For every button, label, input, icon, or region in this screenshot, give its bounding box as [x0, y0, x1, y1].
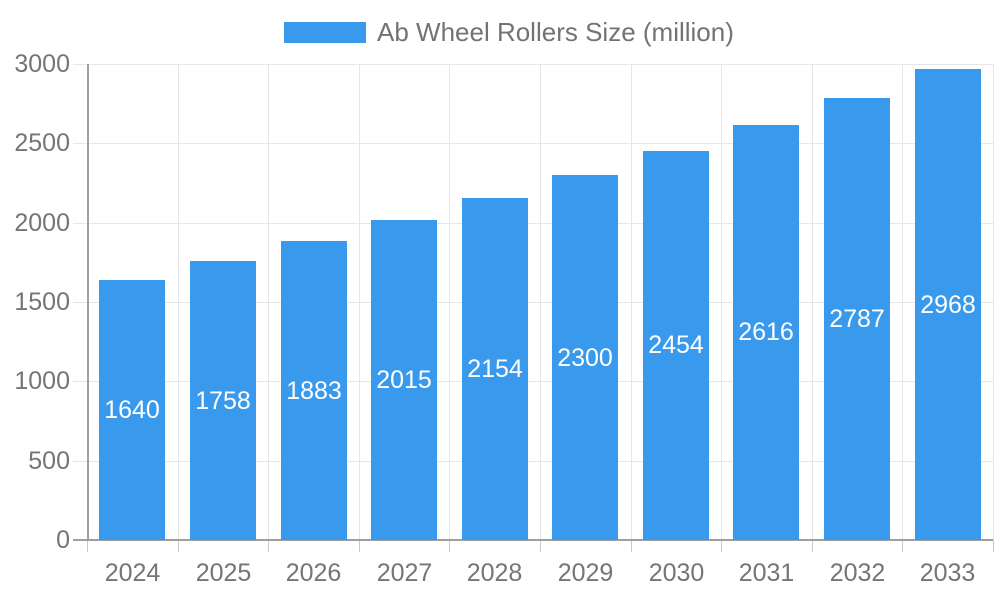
x-axis-tick-label: 2031 [738, 559, 795, 587]
gridline-horizontal [73, 143, 993, 144]
x-axis-tick-label: 2030 [648, 559, 705, 587]
y-axis-line [87, 64, 89, 540]
x-axis-tick [359, 540, 360, 552]
legend-label: Ab Wheel Rollers Size (million) [377, 17, 734, 47]
x-axis-tick [812, 540, 813, 552]
x-axis-tick-label: 2026 [285, 559, 342, 587]
x-axis-tick-label: 2028 [466, 559, 523, 587]
x-axis-line [73, 539, 993, 541]
x-axis-tick [902, 540, 903, 552]
bar-value-label: 1883 [286, 377, 342, 405]
x-axis-tick [540, 540, 541, 552]
gridline-horizontal [73, 302, 993, 303]
x-axis-tick [449, 540, 450, 552]
bar-value-label: 1640 [104, 396, 160, 424]
bar-value-label: 2454 [648, 331, 704, 359]
gridline-horizontal [73, 381, 993, 382]
x-axis-tick-label: 2029 [557, 559, 614, 587]
gridline-horizontal [73, 223, 993, 224]
x-axis-tick-label: 2025 [195, 559, 252, 587]
y-axis-tick-label: 2500 [14, 129, 70, 157]
x-axis-tick-label: 2032 [829, 559, 886, 587]
gridline-vertical [449, 64, 450, 540]
x-axis-tick [178, 540, 179, 552]
legend-item[interactable]: Ab Wheel Rollers Size (million) [284, 12, 734, 52]
bar-2026[interactable] [281, 241, 347, 540]
y-axis-tick-label: 1000 [14, 367, 70, 395]
legend-swatch [284, 21, 366, 43]
bar-2033[interactable] [915, 69, 981, 540]
x-axis-tick-label: 2033 [919, 559, 976, 587]
bar-value-label: 2154 [467, 355, 523, 383]
gridline-vertical [812, 64, 813, 540]
y-axis-tick-label: 3000 [14, 50, 70, 78]
y-axis-tick-label: 0 [56, 526, 70, 554]
bar-2025[interactable] [190, 261, 256, 540]
bar-2027[interactable] [371, 220, 437, 540]
y-axis-tick-label: 2000 [14, 209, 70, 237]
bar-2030[interactable] [643, 151, 709, 540]
bar-2032[interactable] [824, 98, 890, 540]
gridline-vertical [993, 64, 994, 540]
x-axis-tick-label: 2027 [376, 559, 433, 587]
x-axis-tick [268, 540, 269, 552]
x-axis-tick-label: 2024 [104, 559, 161, 587]
gridline-vertical [359, 64, 360, 540]
gridline-horizontal [73, 64, 993, 65]
y-axis-tick-label: 500 [28, 447, 70, 475]
bar-value-label: 1758 [195, 387, 251, 415]
bar-value-label: 2787 [829, 305, 885, 333]
x-axis-tick [993, 540, 994, 552]
gridline-vertical [268, 64, 269, 540]
gridline-vertical [540, 64, 541, 540]
bar-value-label: 2616 [738, 318, 794, 346]
bar-2031[interactable] [733, 125, 799, 540]
gridline-vertical [631, 64, 632, 540]
bar-value-label: 2968 [920, 291, 976, 319]
x-axis-tick [631, 540, 632, 552]
bar-2024[interactable] [99, 280, 165, 540]
bar-2028[interactable] [462, 198, 528, 540]
bar-2029[interactable] [552, 175, 618, 540]
x-axis-tick [721, 540, 722, 552]
y-axis-tick-label: 1500 [14, 288, 70, 316]
gridline-vertical [721, 64, 722, 540]
x-axis-tick [87, 540, 88, 552]
gridline-vertical [178, 64, 179, 540]
gridline-horizontal [73, 461, 993, 462]
gridline-vertical [902, 64, 903, 540]
bar-value-label: 2300 [557, 344, 613, 372]
bar-value-label: 2015 [376, 366, 432, 394]
